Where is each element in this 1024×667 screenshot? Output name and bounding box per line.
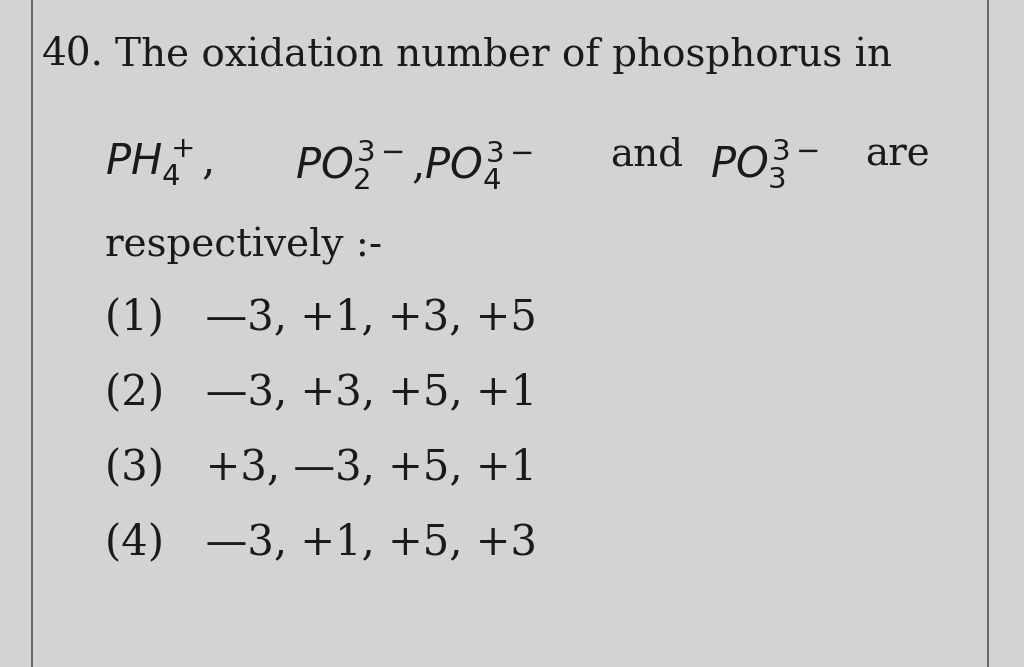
Text: (2) —3, +3, +5, +1: (2) —3, +3, +5, +1 [105, 372, 538, 414]
Text: $\mathit{PH}_4^+$,: $\mathit{PH}_4^+$, [105, 137, 212, 187]
Text: (3) +3, —3, +5, +1: (3) +3, —3, +5, +1 [105, 447, 537, 489]
Text: are: are [865, 137, 930, 174]
Text: and: and [610, 137, 683, 174]
Text: $\mathit{PO}_2^{3-}$,$\mathit{PO}_4^{3-}$: $\mathit{PO}_2^{3-}$,$\mathit{PO}_4^{3-}… [295, 137, 534, 191]
Text: 40.: 40. [42, 37, 103, 74]
Text: $\mathit{PO}_3^{3-}$: $\mathit{PO}_3^{3-}$ [710, 137, 818, 191]
Text: (1) —3, +1, +3, +5: (1) —3, +1, +3, +5 [105, 297, 537, 339]
Text: respectively :-: respectively :- [105, 227, 382, 265]
Text: (4) —3, +1, +5, +3: (4) —3, +1, +5, +3 [105, 522, 537, 564]
Text: The oxidation number of phosphorus in: The oxidation number of phosphorus in [115, 37, 892, 75]
